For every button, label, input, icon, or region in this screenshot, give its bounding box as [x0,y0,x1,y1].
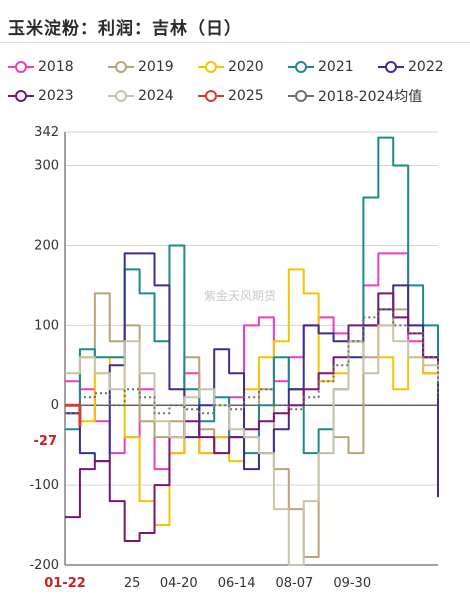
chart-plot: -200 -100 0 100 200 300 342 01-22 25 04-20 06-14 08… [29,125,439,591]
series-line-2019 [65,292,439,559]
watermark-text: 紫金天风期货 [204,288,276,303]
legend-item-2022[interactable]: 2022 [378,56,444,78]
legend-label: 2018 [38,59,74,75]
legend-item-2019[interactable]: 2019 [108,56,174,78]
y-tick-label: -100 [29,478,59,493]
legend-label: 2021 [318,59,354,75]
legend-swatch-icon [288,90,314,102]
y-tick-label: -200 [29,558,59,573]
legend-label: 2024 [138,88,174,104]
legend: 2018 2019 2020 2021 2022 2023 2024 2025 … [8,56,468,112]
legend-item-2023[interactable]: 2023 [8,85,74,107]
x-tick-label: 09-30 [333,576,371,591]
x-tick-label: 01-22 [44,576,86,591]
legend-label: 2018-2024均值 [318,89,423,105]
y-tick-label: 300 [34,159,59,174]
legend-label: 2019 [138,59,174,75]
legend-swatch-icon [8,90,34,102]
legend-swatch-icon [198,61,224,73]
legend-label: 2022 [408,59,444,75]
legend-swatch-icon [288,61,314,73]
legend-label: 2020 [228,59,264,75]
legend-swatch-icon [378,61,404,73]
series-line-2025 [65,403,82,427]
legend-swatch-icon [108,61,134,73]
title-divider [0,42,470,43]
series-line-2020 [65,268,439,527]
legend-label: 2023 [38,88,74,104]
current-value-label: -27 [34,434,58,449]
legend-item-average[interactable]: 2018-2024均值 [288,85,422,107]
legend-swatch-icon [108,90,134,102]
series-line-2024 [65,324,439,566]
x-tick-label: 04-20 [160,576,198,591]
legend-swatch-icon [198,90,224,102]
x-tick-label: 06-14 [218,576,256,591]
chart-title: 玉米淀粉：利润：吉林（日） [8,19,242,39]
y-tick-label: 100 [34,318,59,333]
series-line-2018-2024均值 [65,308,439,415]
series-line-2023 [65,292,439,543]
legend-item-2020[interactable]: 2020 [198,56,264,78]
legend-item-2021[interactable]: 2021 [288,56,354,78]
y-tick-label: 200 [34,238,59,253]
y-tick-label: 342 [34,125,59,140]
x-tick-label: 25 [124,576,141,591]
legend-item-2018[interactable]: 2018 [8,56,74,78]
x-tick-label: 08-07 [276,576,314,591]
legend-label: 2025 [228,88,264,104]
legend-swatch-icon [8,61,34,73]
legend-item-2025[interactable]: 2025 [198,85,264,107]
y-tick-label: 0 [51,398,59,413]
legend-item-2024[interactable]: 2024 [108,85,174,107]
